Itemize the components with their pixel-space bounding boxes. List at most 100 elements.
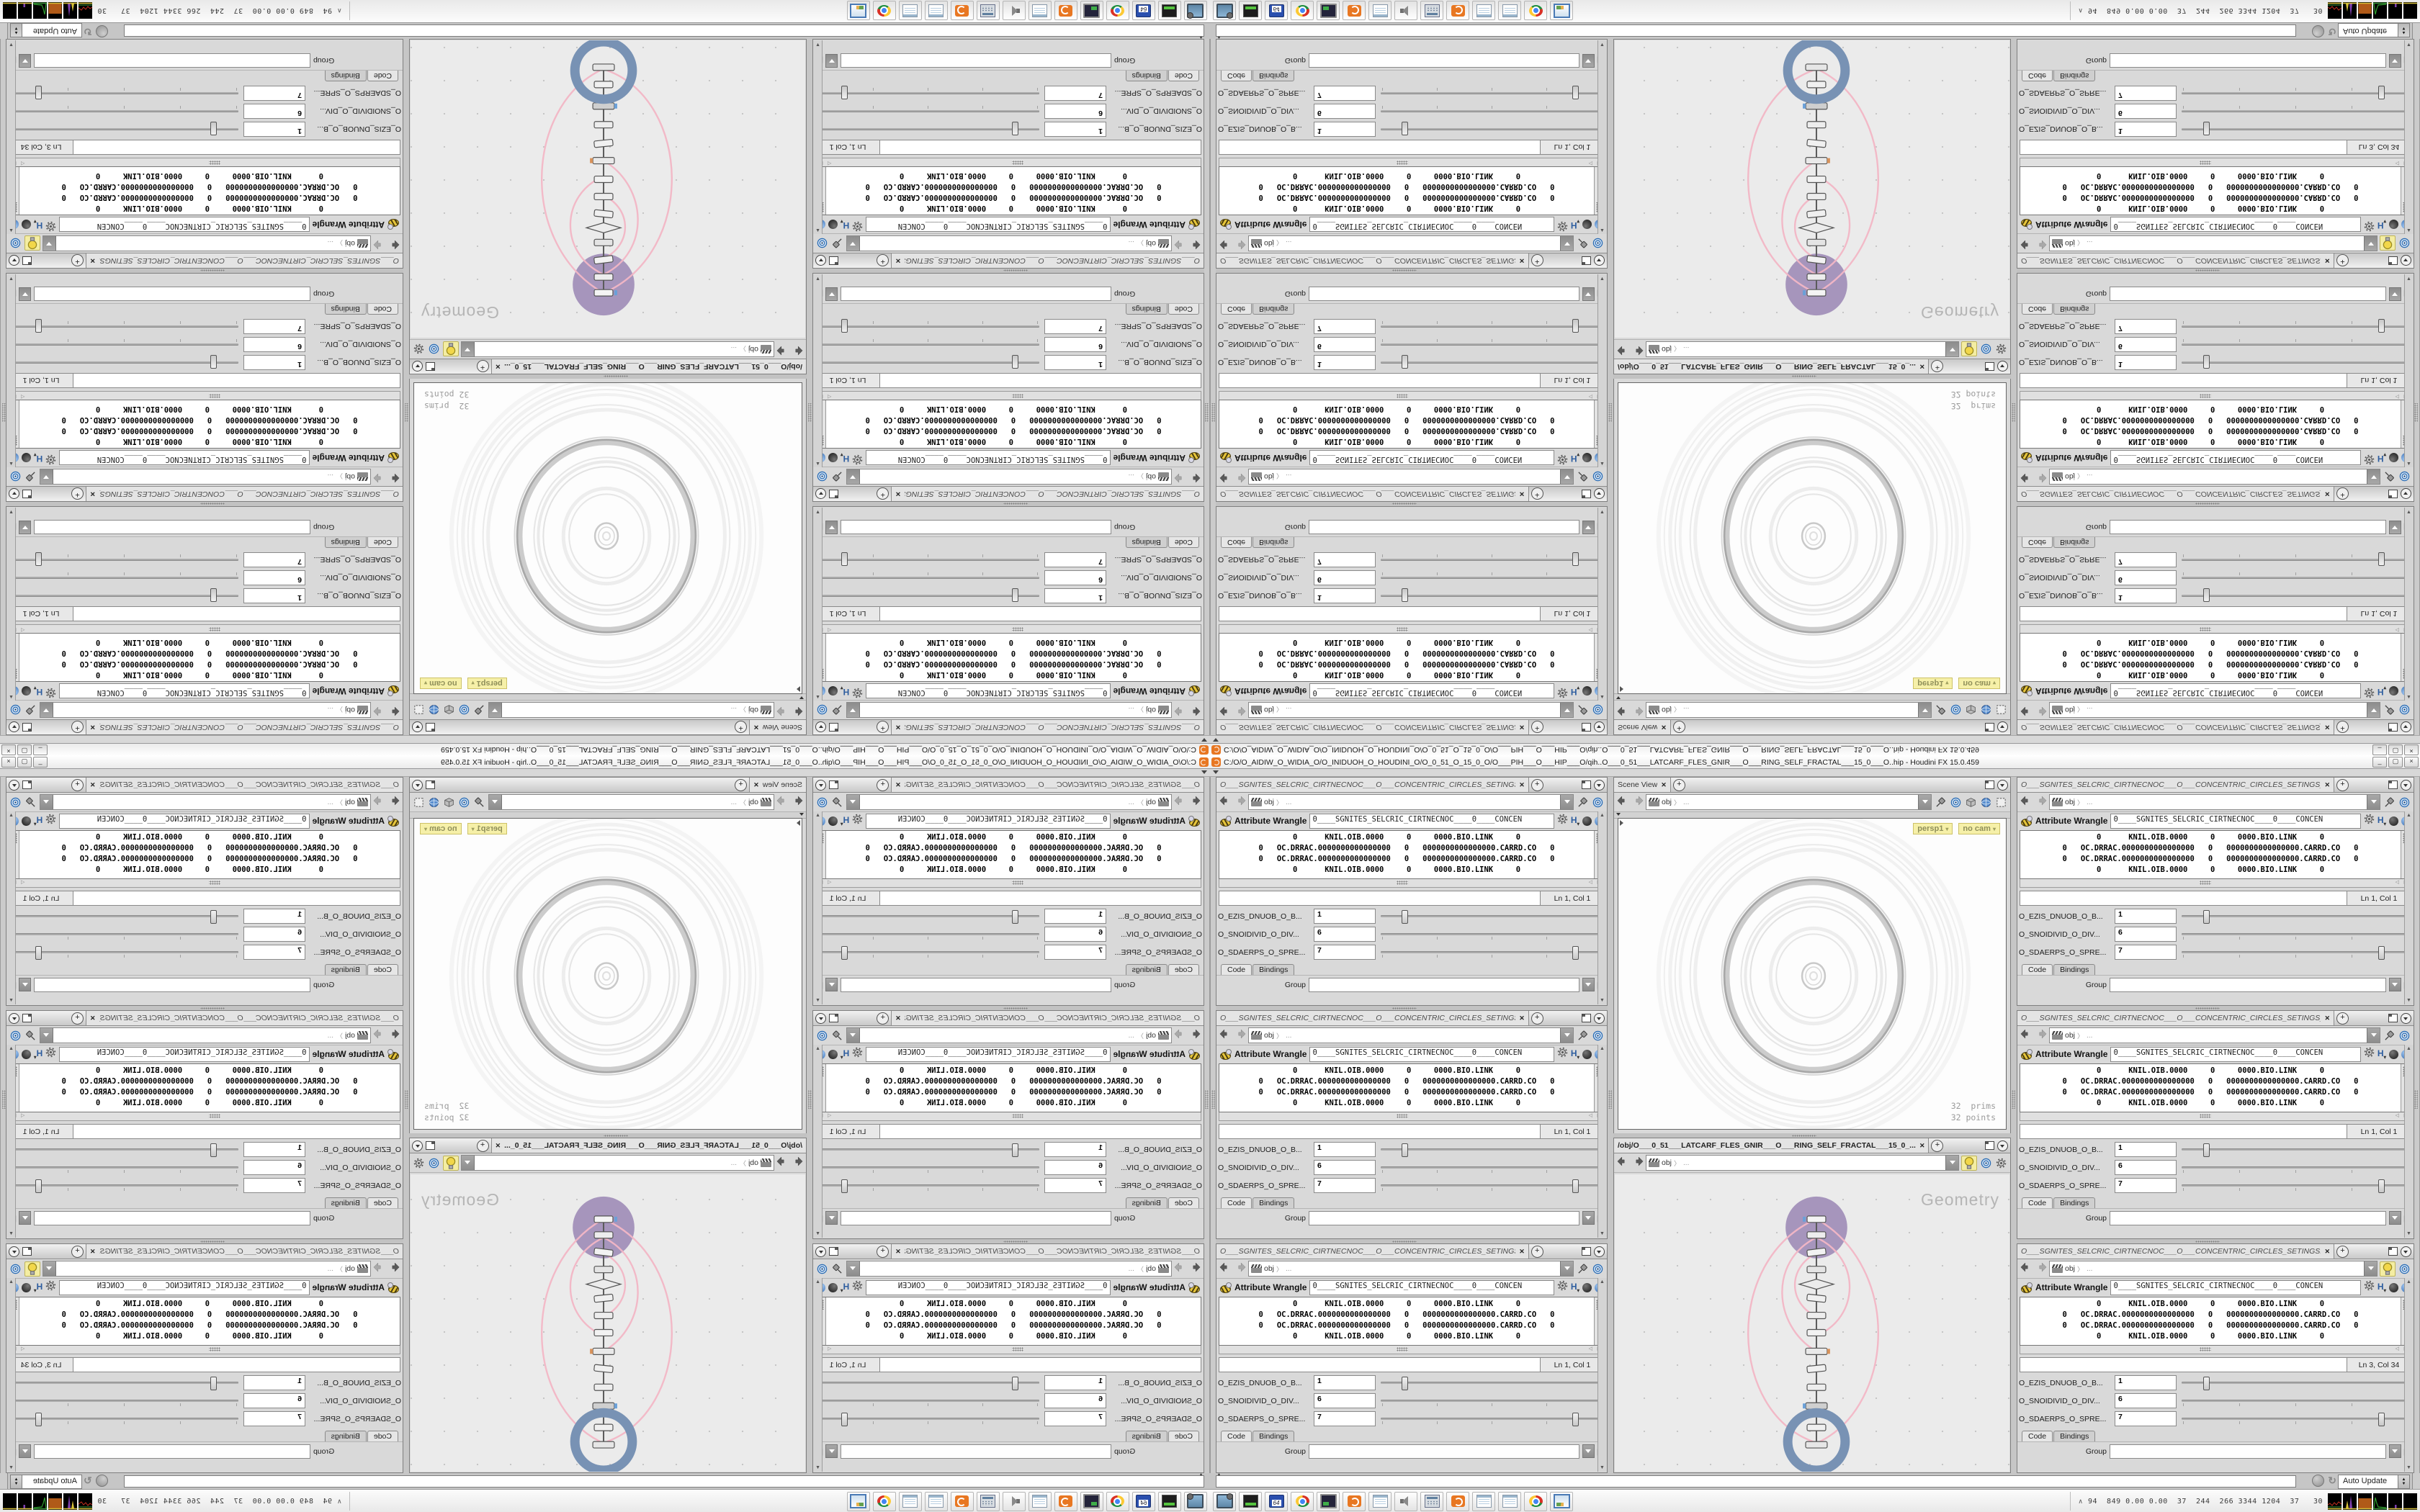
pane-menu-icon[interactable] (2401, 255, 2411, 266)
pane-menu-icon[interactable] (2401, 1012, 2411, 1024)
path-field[interactable]: obj 〉 ... (2049, 702, 2380, 718)
radial-menu-icon[interactable] (2398, 470, 2411, 483)
info-icon[interactable] (22, 1049, 31, 1059)
pane-splitter[interactable] (2017, 502, 2414, 506)
param-slider[interactable] (1379, 909, 1604, 924)
group-input[interactable] (2110, 287, 2386, 302)
gear-icon[interactable] (45, 814, 56, 828)
radial-menu-icon[interactable] (1591, 1262, 1604, 1275)
node-name-field[interactable]: 0____SGNITES_SELCRIC_CIRTNECNOC____0____… (2110, 217, 2361, 233)
tab-bindings[interactable]: Bindings (2053, 71, 2096, 81)
path-dropdown-button[interactable] (847, 795, 860, 809)
tab-bindings[interactable]: Bindings (1125, 1431, 1168, 1441)
scene-viewport[interactable]: persp1 ▾ no cam ▾ 32 prims 32 points (413, 382, 802, 694)
taskbar-notepad-icon[interactable] (1028, 1, 1052, 21)
snippet-input[interactable] (2020, 606, 2347, 621)
new-tab-button[interactable]: + (1531, 1012, 1543, 1025)
param-slider[interactable] (816, 122, 1041, 136)
pane-tab[interactable]: O___SGNITES_SELCRIC_CIRTNECNOC___O___CON… (86, 720, 403, 734)
snippet-input[interactable] (2020, 140, 2347, 155)
scene-view-tab[interactable]: Scene View ✕ (1614, 720, 1671, 734)
horizontal-scrollbar[interactable]: ◁ ▷ (1219, 1346, 1605, 1354)
param-slider[interactable] (9, 909, 240, 924)
tab-code[interactable]: Code (2022, 304, 2053, 315)
new-tab-button[interactable]: + (2336, 1246, 2349, 1258)
close-button[interactable]: × (2404, 757, 2419, 768)
new-tab-button[interactable]: + (877, 254, 889, 266)
gear-icon[interactable] (1557, 1280, 1568, 1295)
group-input[interactable] (1309, 520, 1579, 535)
forward-icon[interactable] (373, 703, 385, 717)
maximize-pane-icon[interactable] (829, 490, 838, 498)
pane-scrollbar[interactable]: ▲ ▼ (6, 811, 16, 1004)
new-tab-button[interactable]: + (476, 360, 489, 372)
param-slider[interactable] (815, 1394, 1041, 1408)
horizontal-scrollbar[interactable]: ◁ ▷ (9, 1346, 400, 1354)
node-name-field[interactable]: 0____SGNITES_SELCRIC_CIRTNECNOC____0____… (59, 217, 310, 233)
path-dropdown-button[interactable] (2364, 1261, 2377, 1276)
pin-icon[interactable] (1576, 470, 1589, 483)
snippet-input[interactable] (1219, 606, 1541, 621)
param-slider[interactable] (9, 1394, 240, 1408)
minimize-button[interactable]: _ (2372, 744, 2387, 755)
param-slider[interactable] (2180, 909, 2411, 924)
tab-bindings[interactable]: Bindings (1125, 537, 1168, 548)
group-dropdown-button[interactable] (1582, 54, 1595, 68)
param-slider[interactable] (2180, 122, 2411, 136)
path-field[interactable]: obj 〉 ... (1248, 1027, 1574, 1043)
snippet-input[interactable] (73, 1124, 400, 1139)
auto-update-combo[interactable]: Auto Update ▲ ▼ (2338, 23, 2410, 37)
param-value-field[interactable]: 1 (2115, 909, 2177, 924)
back-icon[interactable] (1219, 237, 1232, 251)
path-dropdown-button[interactable] (847, 1028, 860, 1043)
group-input[interactable] (841, 977, 1111, 992)
tab-bindings[interactable]: Bindings (2053, 537, 2096, 548)
close-icon[interactable]: ✕ (1661, 780, 1667, 788)
back-icon[interactable] (2020, 1029, 2033, 1043)
node-name-field[interactable]: 0____SGNITES_SELCRIC_CIRTNECNOC____0____… (59, 1279, 310, 1295)
gear-icon[interactable] (413, 343, 426, 356)
title-bar[interactable]: C:/O/O_AIDIW_O_WIDIA_O/O_INIDUOH_O_HOUDI… (1210, 743, 2420, 756)
horizontal-scrollbar[interactable]: ◁ ▷ (815, 391, 1201, 400)
pane-menu-icon[interactable] (1594, 1012, 1605, 1024)
geometry-cube-icon[interactable] (443, 703, 456, 716)
path-field[interactable]: obj 〉 ... (40, 702, 371, 718)
tab-code[interactable]: Code (1168, 1197, 1199, 1208)
new-tab-button[interactable]: + (2336, 1012, 2349, 1025)
geometry-cube-icon[interactable] (443, 796, 456, 809)
forward-icon[interactable] (1174, 1029, 1186, 1043)
param-slider[interactable] (1379, 1143, 1604, 1157)
param-value-field[interactable]: 7 (1314, 1411, 1376, 1426)
new-tab-button[interactable]: + (2336, 254, 2349, 266)
new-tab-button[interactable]: + (1931, 1140, 1944, 1152)
param-value-field[interactable]: 7 (2115, 945, 2177, 960)
title-bar[interactable]: C:/O/O_AIDIW_O_WIDIA_O/O_INIDUOH_O_HOUDI… (0, 756, 1210, 769)
param-slider[interactable] (816, 1143, 1041, 1157)
param-value-field[interactable]: 1 (1044, 1142, 1106, 1157)
scene-viewport[interactable]: persp1 ▾ no cam ▾ 32 prims 32 points (413, 818, 802, 1130)
pane-menu-icon[interactable] (1997, 779, 2008, 791)
info-icon[interactable] (2389, 1282, 2398, 1292)
forward-icon[interactable] (2035, 703, 2047, 717)
param-slider[interactable] (9, 1161, 240, 1175)
close-icon[interactable]: ✕ (895, 1014, 901, 1022)
tab-bindings[interactable]: Bindings (2053, 1197, 2096, 1208)
tab-code[interactable]: Code (1168, 1431, 1199, 1441)
close-icon[interactable]: ✕ (1519, 490, 1525, 498)
param-value-field[interactable]: 7 (243, 945, 305, 960)
param-slider[interactable] (1379, 122, 1604, 136)
back-icon[interactable] (2020, 470, 2033, 484)
vex-snippet-table[interactable]: 0 KNIL.OIB.0000 0 0000.BIO.LINK 0 0 OC.D… (1219, 633, 1605, 682)
info-icon[interactable] (2389, 453, 2398, 463)
pane-scrollbar[interactable]: ▲ ▼ (2404, 274, 2414, 467)
hscript-toggle-icon[interactable]: H▾ (1570, 814, 1579, 827)
geometry-cube-icon[interactable] (1964, 796, 1977, 809)
taskbar-image-viewer-icon[interactable] (1550, 1491, 1573, 1511)
param-slider[interactable] (816, 1412, 1041, 1426)
param-value-field[interactable]: 6 (1314, 1393, 1376, 1408)
column-splitter[interactable] (807, 39, 812, 735)
back-icon[interactable] (2020, 237, 2033, 251)
node-name-field[interactable]: 0____SGNITES_SELCRIC_CIRTNECNOC____0____… (866, 1046, 1111, 1062)
param-value-field[interactable]: 6 (1044, 104, 1106, 119)
new-tab-button[interactable]: + (71, 1246, 84, 1258)
